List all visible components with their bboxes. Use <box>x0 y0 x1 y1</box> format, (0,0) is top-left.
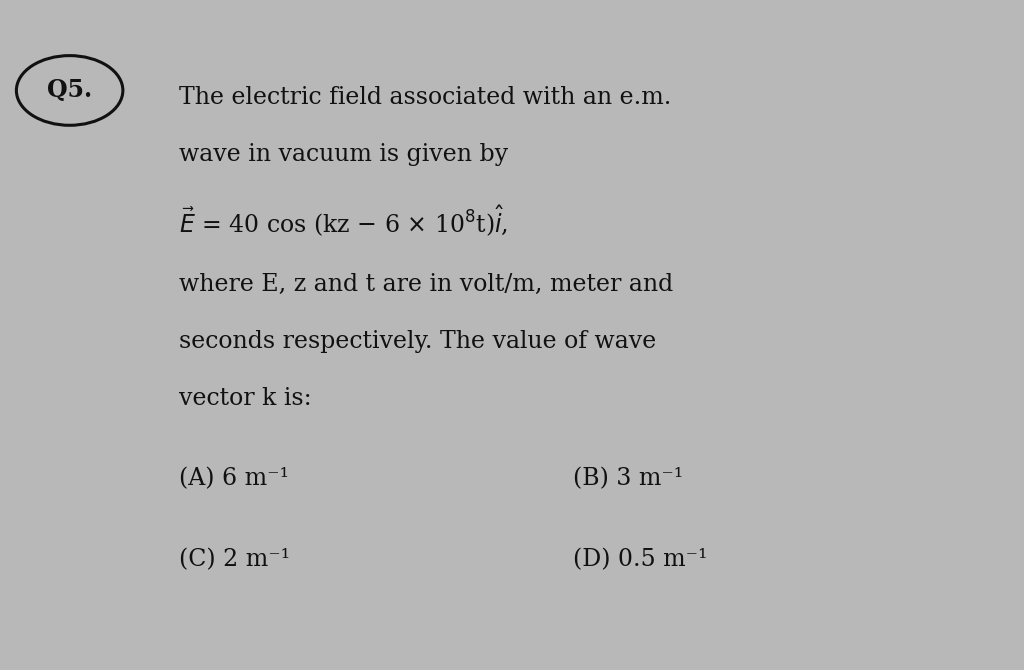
Text: $\vec{E}$ = 40 cos (kz $-$ 6 $\times$ 10$^{8}$t)$\hat{i}$,: $\vec{E}$ = 40 cos (kz $-$ 6 $\times$ 10… <box>179 204 508 239</box>
Text: where E, z and t are in volt/m, meter and: where E, z and t are in volt/m, meter an… <box>179 273 674 296</box>
Text: (A) 6 m⁻¹: (A) 6 m⁻¹ <box>179 468 289 490</box>
Text: (C) 2 m⁻¹: (C) 2 m⁻¹ <box>179 548 291 571</box>
Text: seconds respectively. The value of wave: seconds respectively. The value of wave <box>179 330 656 353</box>
Text: Q5.: Q5. <box>47 78 92 103</box>
Text: (B) 3 m⁻¹: (B) 3 m⁻¹ <box>573 468 684 490</box>
Text: vector k is:: vector k is: <box>179 387 312 410</box>
Text: wave in vacuum is given by: wave in vacuum is given by <box>179 143 508 165</box>
Text: (D) 0.5 m⁻¹: (D) 0.5 m⁻¹ <box>573 548 708 571</box>
Text: The electric field associated with an e.m.: The electric field associated with an e.… <box>179 86 672 109</box>
